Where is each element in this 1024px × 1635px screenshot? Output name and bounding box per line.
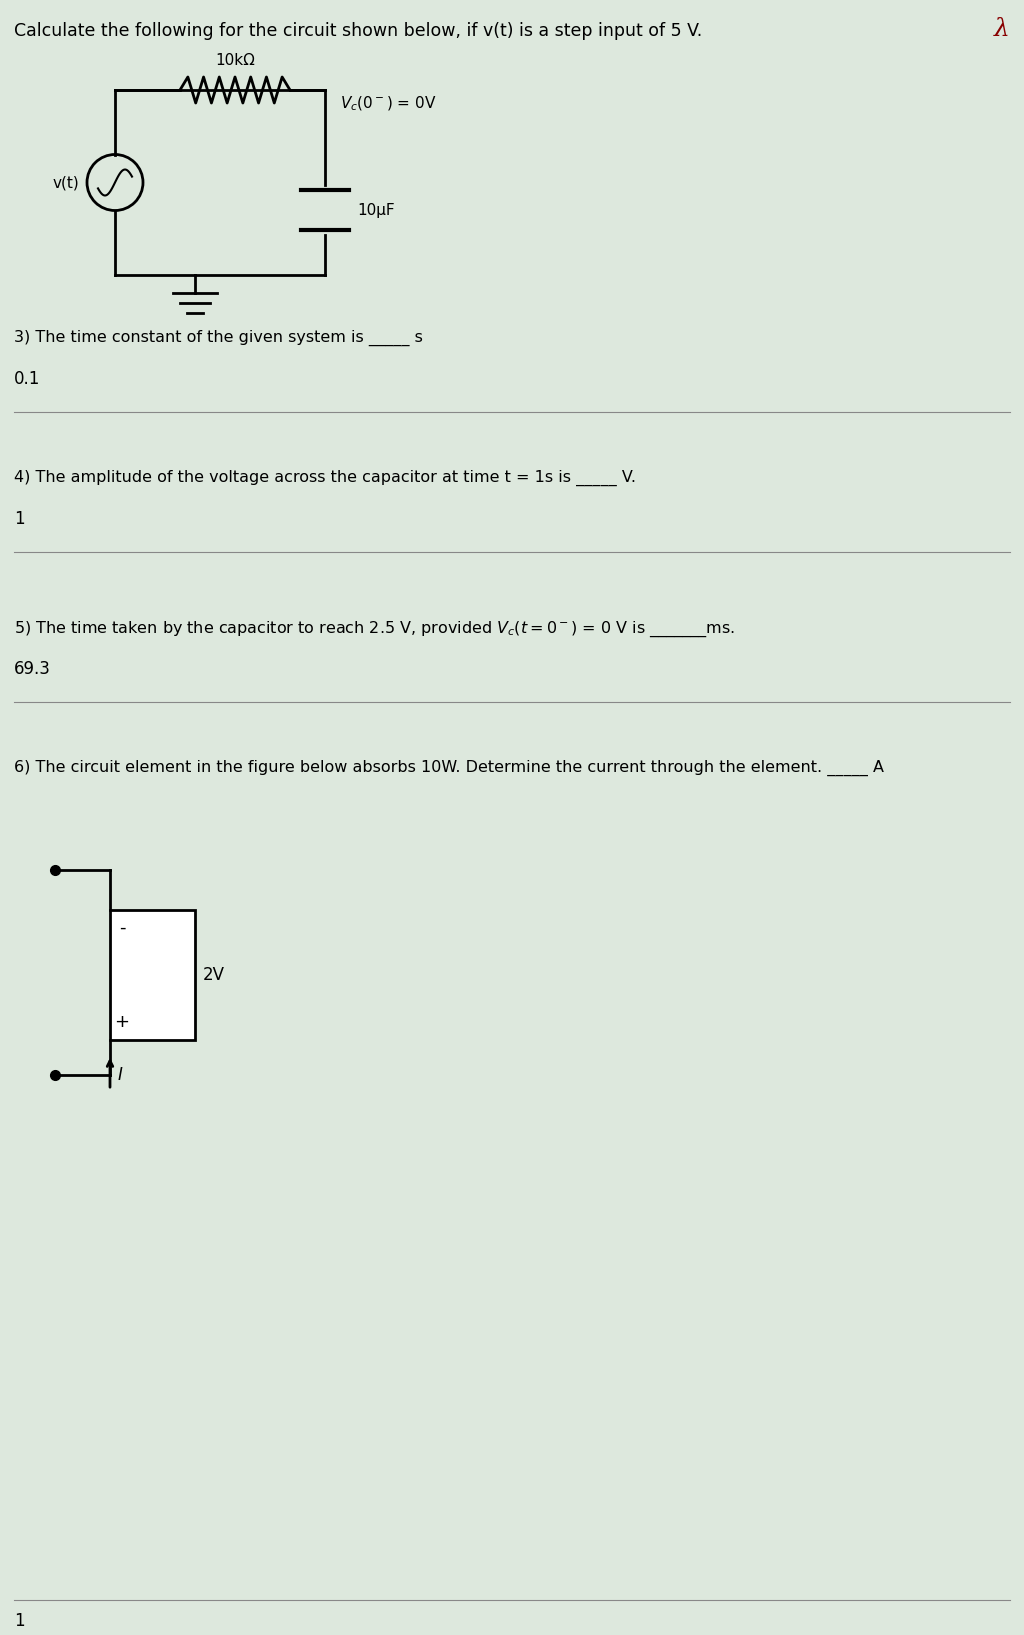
Text: 0.1: 0.1 bbox=[14, 370, 40, 387]
Text: 5) The time taken by the capacitor to reach 2.5 V, provided $V_c(t = 0^-)$ = 0 V: 5) The time taken by the capacitor to re… bbox=[14, 620, 735, 639]
Text: $V_c(0^-)$ = 0V: $V_c(0^-)$ = 0V bbox=[340, 95, 436, 113]
Text: +: + bbox=[115, 1014, 129, 1032]
Text: I: I bbox=[118, 1066, 123, 1084]
Text: 69.3: 69.3 bbox=[14, 661, 51, 679]
Text: 4) The amplitude of the voltage across the capacitor at time t = 1s is _____ V.: 4) The amplitude of the voltage across t… bbox=[14, 469, 636, 486]
Text: 1: 1 bbox=[14, 1612, 25, 1630]
Text: λ: λ bbox=[994, 18, 1010, 41]
Text: v(t): v(t) bbox=[52, 175, 79, 190]
Text: 1: 1 bbox=[14, 510, 25, 528]
Text: Calculate the following for the circuit shown below, if v(t) is a step input of : Calculate the following for the circuit … bbox=[14, 21, 702, 39]
Text: 2V: 2V bbox=[203, 966, 225, 984]
Text: -: - bbox=[119, 919, 125, 937]
Text: 10μF: 10μF bbox=[357, 203, 394, 217]
Bar bbox=[110, 911, 195, 1040]
Text: 6) The circuit element in the figure below absorbs 10W. Determine the current th: 6) The circuit element in the figure bel… bbox=[14, 760, 884, 777]
Text: 10kΩ: 10kΩ bbox=[215, 52, 255, 69]
Text: 3) The time constant of the given system is _____ s: 3) The time constant of the given system… bbox=[14, 330, 423, 347]
